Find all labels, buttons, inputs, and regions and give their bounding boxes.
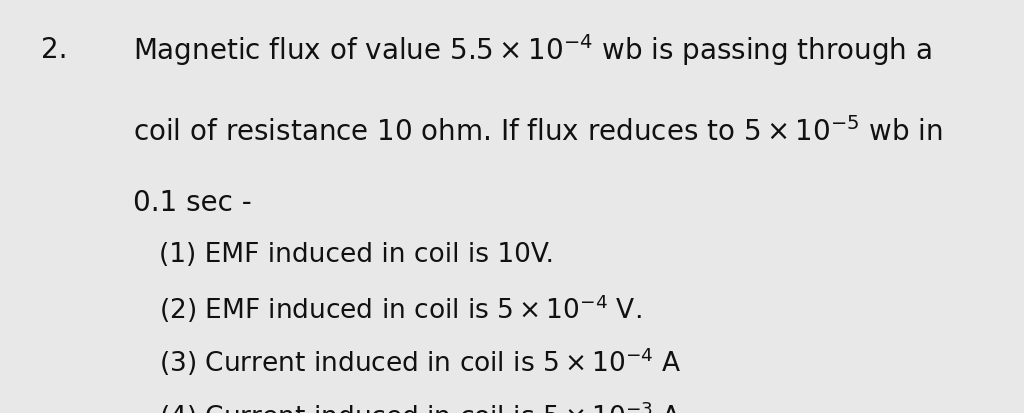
Text: (3) Current induced in coil is $5\times10^{-4}$ A: (3) Current induced in coil is $5\times1…	[159, 345, 681, 377]
Text: Magnetic flux of value $5.5 \times 10^{-4}$ wb is passing through a: Magnetic flux of value $5.5 \times 10^{-…	[133, 32, 932, 67]
Text: 0.1 sec -: 0.1 sec -	[133, 188, 252, 216]
Text: (2) EMF induced in coil is $5 \times 10^{-4}$ V.: (2) EMF induced in coil is $5 \times 10^…	[159, 292, 641, 324]
Text: 2.: 2.	[41, 36, 68, 64]
Text: coil of resistance 10 ohm. If flux reduces to $5 \times 10^{-5}$ wb in: coil of resistance 10 ohm. If flux reduc…	[133, 117, 943, 147]
Text: (4) Current induced in coil is $5\times10^{-3}$ A: (4) Current induced in coil is $5\times1…	[159, 399, 681, 413]
Text: (1) EMF induced in coil is 10V.: (1) EMF induced in coil is 10V.	[159, 241, 554, 267]
